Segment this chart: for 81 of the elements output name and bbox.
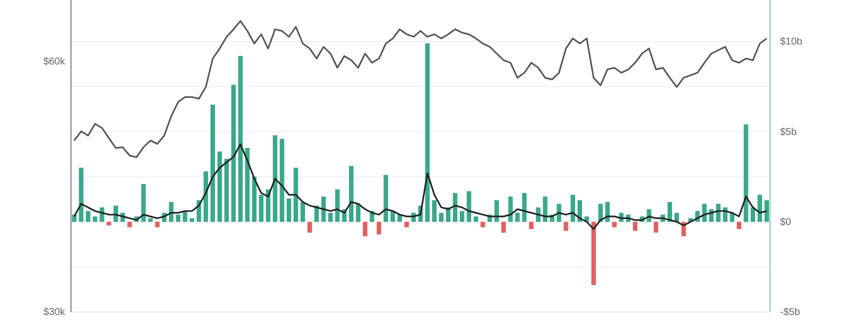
bar — [307, 222, 312, 233]
bar — [750, 207, 756, 222]
bar — [556, 204, 562, 222]
bar — [674, 212, 679, 222]
bar — [716, 204, 721, 222]
bar — [542, 196, 548, 222]
y2-tick-label: $10b — [780, 36, 803, 48]
bar — [224, 158, 229, 222]
bar — [300, 202, 306, 222]
bar — [612, 222, 617, 228]
bar — [578, 200, 582, 222]
bar — [508, 196, 513, 222]
bar — [356, 204, 360, 222]
bar — [286, 198, 292, 222]
bar — [258, 194, 264, 222]
bar — [605, 202, 610, 222]
bar — [632, 222, 638, 231]
bar — [591, 222, 596, 285]
bar — [321, 196, 326, 222]
bar — [182, 211, 188, 222]
bar — [252, 176, 257, 222]
bar — [190, 218, 194, 222]
bar — [266, 189, 270, 222]
bar — [515, 212, 520, 222]
bar — [764, 200, 769, 222]
bar — [294, 168, 298, 222]
bar — [466, 191, 472, 222]
bar — [452, 192, 458, 222]
bar — [376, 222, 382, 234]
bar — [736, 222, 742, 230]
bar — [702, 204, 707, 222]
bar — [570, 194, 576, 222]
bar — [744, 124, 748, 222]
bar — [217, 151, 222, 222]
bar — [758, 194, 762, 222]
bar — [127, 222, 132, 228]
y2-tick-label: -$5b — [780, 307, 800, 318]
bar — [384, 174, 388, 222]
bar — [432, 200, 437, 222]
bar — [529, 222, 534, 230]
bar — [78, 168, 84, 222]
bar — [668, 202, 672, 222]
bar — [92, 216, 98, 222]
bar — [231, 84, 236, 222]
line-series — [73, 20, 768, 158]
bar — [598, 204, 603, 222]
y-tick-label: $60k — [43, 56, 66, 68]
bar — [245, 148, 250, 222]
y-tick-label: $30k — [43, 307, 66, 318]
bar — [404, 222, 409, 228]
bar — [210, 104, 215, 222]
bar — [168, 202, 174, 222]
bar — [280, 138, 284, 222]
bar — [328, 212, 333, 222]
bar — [362, 222, 368, 236]
bar — [501, 222, 506, 233]
bar — [522, 192, 527, 222]
bar — [480, 222, 486, 228]
bar — [238, 56, 243, 222]
bar — [564, 222, 568, 231]
bar — [272, 135, 278, 222]
bar — [141, 184, 146, 222]
bar — [155, 222, 160, 228]
bar — [494, 200, 499, 222]
bar — [204, 171, 208, 222]
bar — [148, 218, 153, 222]
line-series — [73, 143, 768, 230]
y2-tick-label: $0 — [780, 217, 792, 228]
y2-tick-label: $5b — [780, 126, 798, 138]
bar — [335, 189, 340, 222]
bar — [349, 166, 354, 222]
bar — [106, 222, 112, 226]
bar — [439, 212, 444, 222]
bar — [654, 222, 658, 233]
bar — [176, 214, 180, 222]
bar — [390, 211, 396, 222]
bar — [114, 206, 118, 222]
bar — [425, 43, 430, 222]
bar — [460, 211, 464, 222]
bar — [86, 211, 90, 222]
bar — [474, 216, 478, 222]
